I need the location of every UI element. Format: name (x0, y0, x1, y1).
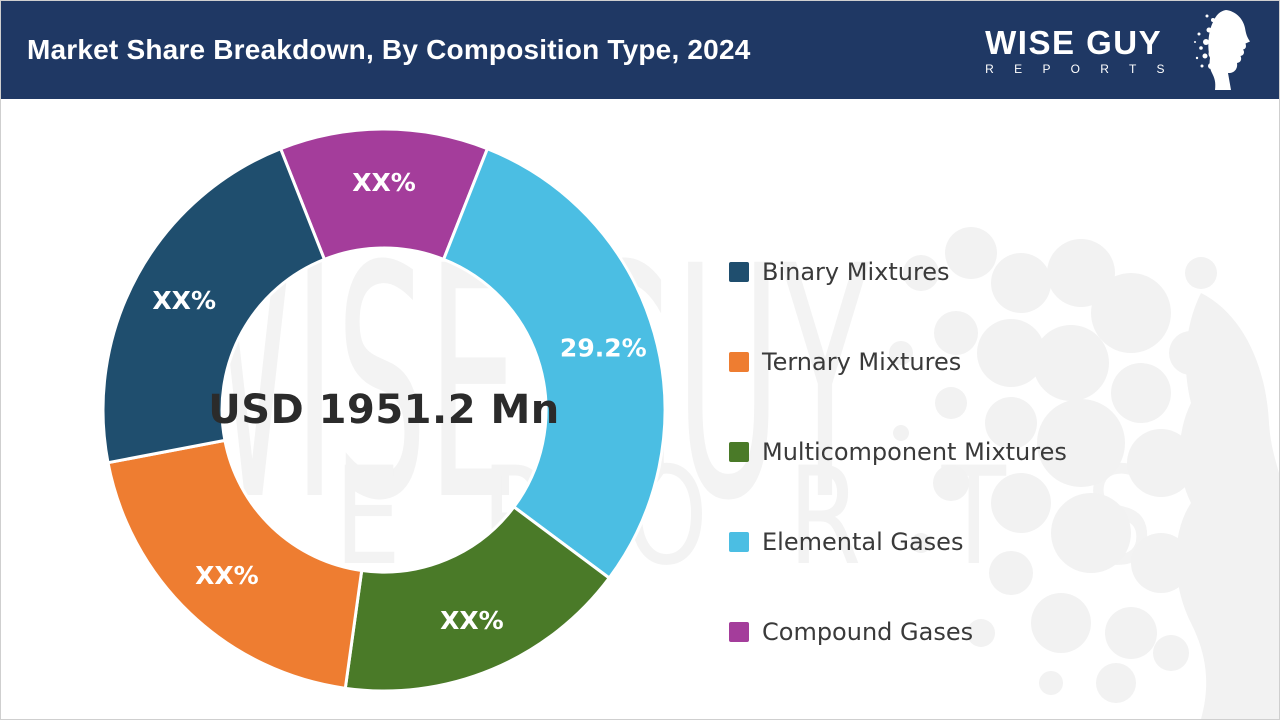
logo-dot (1197, 32, 1201, 36)
logo-dot (1223, 37, 1233, 47)
page-title: Market Share Breakdown, By Composition T… (27, 34, 751, 65)
legend-item-binary-mixtures: Binary Mixtures (729, 260, 1067, 284)
logo-dot (1199, 46, 1203, 50)
logo-dot (1214, 24, 1222, 32)
logo-dot (1222, 76, 1226, 80)
logo-dot (1195, 56, 1199, 60)
logo-dot (1225, 52, 1233, 60)
logo-text: WISE GUY R E P O R T S (985, 26, 1173, 75)
logo-dot (1222, 65, 1228, 71)
header-bar: Market Share Breakdown, By Composition T… (1, 1, 1279, 99)
donut-slice-label-binary-mixtures: XX% (152, 286, 216, 315)
donut-slice-label-ternary-mixtures: XX% (195, 561, 259, 590)
logo-dot (1200, 64, 1204, 68)
logo-dot (1203, 39, 1209, 45)
logo-dot (1218, 13, 1224, 19)
logo-reports-text: R E P O R T S (985, 61, 1173, 76)
legend-item-compound-gases: Compound Gases (729, 620, 1067, 644)
logo-dot (1215, 69, 1221, 75)
donut-center-value: USD 1951.2 Mn (208, 387, 560, 433)
logo-dot (1210, 35, 1220, 45)
donut-slice-label-compound-gases: XX% (352, 168, 416, 197)
legend-swatch-ternary-mixtures (729, 352, 749, 372)
logo-head-icon (1194, 10, 1250, 90)
logo-dot (1205, 14, 1209, 18)
donut-slice-elemental-gases (442, 147, 667, 580)
legend-swatch-multicomponent-mixtures (729, 442, 749, 462)
legend-label: Ternary Mixtures (762, 348, 962, 376)
logo-dot (1219, 80, 1223, 84)
logo-dot (1202, 53, 1208, 59)
legend-swatch-elemental-gases (729, 532, 749, 552)
logo-dot (1224, 23, 1234, 33)
legend-label: Multicomponent Mixtures (762, 438, 1067, 466)
logo-dot (1208, 63, 1214, 69)
logo-dot (1194, 41, 1196, 43)
wise-guy-reports-logo: WISE GUY R E P O R T S (985, 8, 1253, 92)
legend-swatch-binary-mixtures (729, 262, 749, 282)
logo-dot (1216, 56, 1224, 64)
legend-label: Compound Gases (762, 618, 974, 646)
chart-legend: Binary Mixtures Ternary Mixtures Multicomp… (729, 260, 1067, 644)
logo-dot (1223, 16, 1231, 24)
donut-slice-multicomponent-mixtures (343, 505, 611, 693)
donut-slice-binary-mixtures (101, 147, 326, 465)
logo-dot (1206, 27, 1212, 33)
logo-wiseguy-text: WISE GUY (985, 23, 1163, 61)
legend-swatch-compound-gases (729, 622, 749, 642)
legend-item-multicomponent-mixtures: Multicomponent Mixtures (729, 440, 1067, 464)
legend-item-ternary-mixtures: Ternary Mixtures (729, 350, 1067, 374)
donut-slice-label-multicomponent-mixtures: XX% (440, 606, 504, 635)
legend-label: Elemental Gases (762, 528, 964, 556)
legend-item-elemental-gases: Elemental Gases (729, 530, 1067, 554)
donut-slice-label-elemental-gases: 29.2% (560, 334, 647, 363)
donut-slice-ternary-mixtures (106, 438, 364, 690)
logo-dot (1208, 49, 1218, 59)
legend-label: Binary Mixtures (762, 258, 950, 286)
logo-dot (1211, 18, 1215, 22)
